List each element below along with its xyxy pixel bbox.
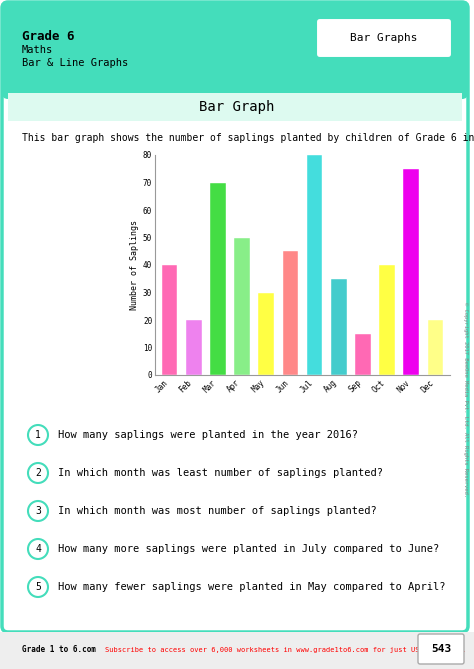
Text: © Copyright 2017 BeeOne Media Pvt. Ltd. All Rights Reserved.: © Copyright 2017 BeeOne Media Pvt. Ltd. … [464, 302, 468, 498]
Bar [428, 320, 443, 375]
Bar [403, 169, 419, 375]
Text: How many saplings were planted in the year 2016?: How many saplings were planted in the ye… [58, 430, 358, 440]
Text: In which month was most number of saplings planted?: In which month was most number of saplin… [58, 506, 377, 516]
Text: 2: 2 [35, 468, 41, 478]
Text: How many more saplings were planted in July compared to June?: How many more saplings were planted in J… [58, 544, 439, 554]
Bar [307, 155, 322, 375]
Text: 5: 5 [35, 582, 41, 592]
Circle shape [28, 501, 48, 521]
Circle shape [28, 577, 48, 597]
FancyBboxPatch shape [418, 634, 464, 664]
Bar [210, 183, 226, 375]
Text: 543: 543 [431, 644, 451, 654]
Bar [0, 632, 474, 669]
Y-axis label: Number of Saplings: Number of Saplings [130, 220, 139, 310]
Circle shape [28, 539, 48, 559]
Bar [234, 237, 250, 375]
Bar [8, 93, 462, 121]
Bar [355, 334, 371, 375]
Text: Grade 1 to 6.com: Grade 1 to 6.com [22, 646, 96, 654]
Text: Bar Graph: Bar Graph [199, 100, 275, 114]
Text: 3: 3 [35, 506, 41, 516]
Circle shape [28, 425, 48, 445]
FancyBboxPatch shape [316, 18, 452, 58]
Text: Bar & Line Graphs: Bar & Line Graphs [22, 58, 128, 68]
Bar [162, 265, 177, 375]
Bar [379, 265, 395, 375]
Bar [8, 60, 462, 100]
Text: Maths: Maths [22, 45, 53, 55]
Bar [331, 279, 346, 375]
Text: How many fewer saplings were planted in May compared to April?: How many fewer saplings were planted in … [58, 582, 446, 592]
Text: In which month was least number of saplings planted?: In which month was least number of sapli… [58, 468, 383, 478]
Bar [258, 292, 274, 375]
Bar [283, 252, 298, 375]
Bar [186, 320, 201, 375]
Text: 4: 4 [35, 544, 41, 554]
Text: This bar graph shows the number of saplings planted by children of Grade 6 in th: This bar graph shows the number of sapli… [22, 133, 474, 143]
Text: 1: 1 [35, 430, 41, 440]
Circle shape [28, 463, 48, 483]
FancyBboxPatch shape [2, 2, 468, 632]
Text: Bar Graphs: Bar Graphs [350, 33, 418, 43]
Text: Grade 6: Grade 6 [22, 30, 74, 43]
Text: Subscribe to access over 6,000 worksheets in www.grade1to6.com for just USD 25/ : Subscribe to access over 6,000 worksheet… [105, 647, 466, 653]
FancyBboxPatch shape [2, 2, 468, 99]
